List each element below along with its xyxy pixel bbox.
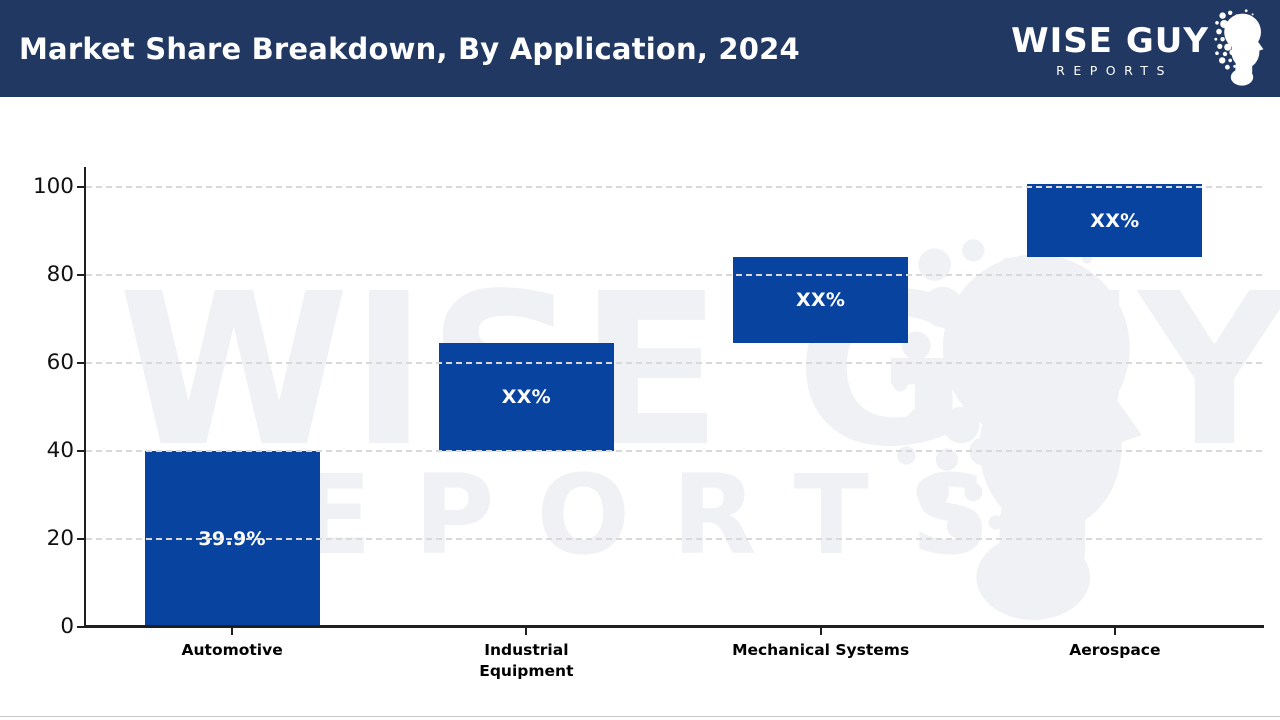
y-tick-mark	[77, 538, 85, 540]
gridline-80	[86, 274, 1262, 276]
x-tick-mark	[1113, 628, 1116, 635]
x-tick-mark	[525, 628, 528, 635]
y-tick-mark	[77, 362, 85, 364]
brand-name: WISE GUY	[1011, 21, 1209, 61]
gridline-20	[86, 538, 1262, 540]
y-tick-label: 80	[46, 262, 74, 287]
x-axis-line	[84, 625, 1264, 628]
y-tick-mark	[77, 450, 85, 452]
x-tick-label-mechanical-systems: Mechanical Systems	[732, 641, 910, 659]
x-tick-label-industrial-equipment: Industrial Equipment	[479, 641, 574, 680]
x-tick-mark	[231, 628, 234, 635]
y-tick-mark	[77, 186, 85, 188]
header-bar: Market Share Breakdown, By Application, …	[0, 0, 1280, 97]
bar-value-label: XX%	[796, 289, 846, 312]
y-tick-label: 40	[46, 438, 74, 463]
brand-logo: WISE GUY REPORTS	[1011, 8, 1268, 86]
brand-subname: REPORTS	[1056, 63, 1173, 78]
y-tick-label: 20	[46, 526, 74, 551]
x-tick-label-automotive: Automotive	[181, 641, 283, 659]
y-tick-mark	[77, 274, 85, 276]
brand-head-icon	[1214, 9, 1264, 86]
gridline-100	[86, 186, 1262, 188]
bar-value-label: XX%	[1090, 209, 1140, 232]
gridline-40	[86, 450, 1262, 452]
x-tick-mark	[819, 628, 822, 635]
bar-aerospace: XX%	[1027, 184, 1203, 258]
brand-logo-text: WISE GUY REPORTS	[1011, 24, 1209, 78]
y-tick-mark	[77, 626, 85, 628]
y-tick-label: 60	[46, 350, 74, 375]
footer-divider	[0, 716, 1280, 717]
gridline-60	[86, 362, 1262, 364]
y-tick-label: 0	[60, 614, 74, 639]
x-tick-label-aerospace: Aerospace	[1069, 641, 1161, 659]
y-axis-line	[84, 167, 86, 628]
bar-industrial-equipment: XX%	[438, 343, 614, 452]
y-tick-label: 100	[32, 174, 74, 199]
page-title: Market Share Breakdown, By Application, …	[19, 31, 800, 66]
bar-mechanical-systems: XX%	[733, 257, 909, 344]
bar-value-label: XX%	[501, 386, 551, 409]
